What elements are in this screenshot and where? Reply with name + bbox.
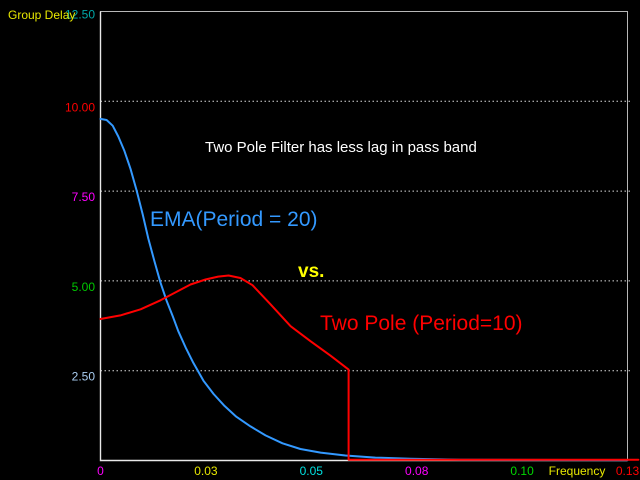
x-axis-title: Frequency [549,464,606,478]
passband-note-text: Two Pole Filter has less lag in pass ban… [205,139,477,156]
x-tick-0.03: 0.03 [194,464,218,478]
x-tick-0.08: 0.08 [405,464,429,478]
two-pole-curve [99,274,640,461]
x-tick-0: 0 [97,464,104,478]
y-tick-5.00: 5.00 [72,280,96,294]
ema-curve [99,117,629,462]
vs-label: vs. [298,261,324,282]
ema-series-label: EMA(Period = 20) [150,208,318,231]
y-tick-2.50: 2.50 [72,370,96,384]
x-tick-0.13: 0.13 [616,464,640,478]
y-tick-10.00: 10.00 [65,100,95,114]
y-tick-7.50: 7.50 [72,190,96,204]
y-tick-12.50: 12.50 [65,8,95,22]
x-tick-0.10: 0.10 [510,464,534,478]
x-tick-0.05: 0.05 [300,464,324,478]
y-axis-title: Group Delay [8,8,75,22]
two-pole-series-label: Two Pole (Period=10) [320,312,523,335]
